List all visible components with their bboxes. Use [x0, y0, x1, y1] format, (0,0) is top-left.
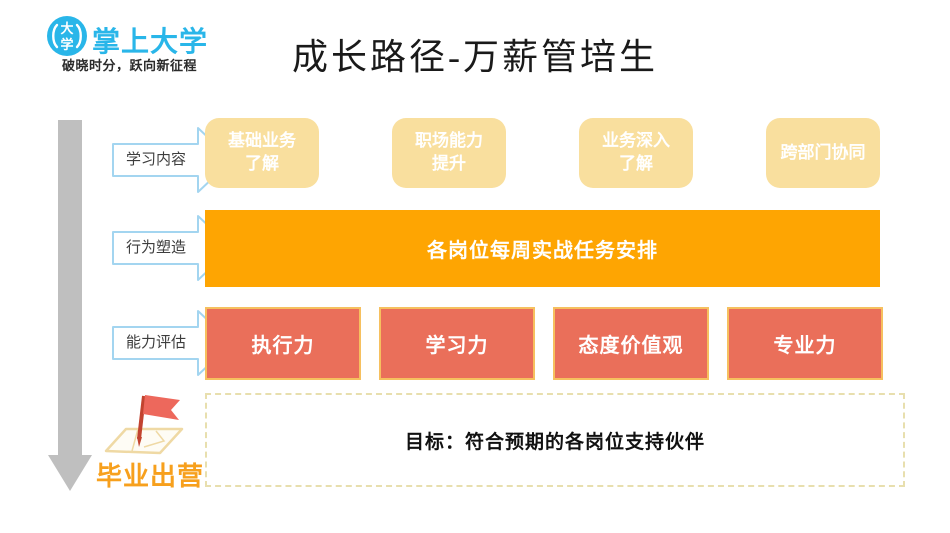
timeline-arrow-shaft	[58, 120, 82, 455]
ability-box: 态度价值观	[553, 307, 709, 380]
page-title: 成长路径-万薪管培生	[292, 37, 658, 77]
ability-box: 执行力	[205, 307, 361, 380]
goal-dashed-box: 目标：符合预期的各岗位支持伙伴	[205, 393, 905, 487]
step-label-text: 行为塑造	[125, 239, 186, 256]
step-label-ability: 能力评估	[112, 309, 234, 377]
step-label-text: 学习内容	[125, 151, 186, 168]
logo-tagline: 破晓时分，跃向新征程	[62, 58, 198, 73]
weekly-task-bar: 各岗位每周实战任务安排	[205, 210, 880, 287]
learning-stage-row: 基础业务 了解 职场能力 提升 业务深入 了解 跨部门协同	[205, 118, 880, 188]
stage-box: 业务深入 了解	[579, 118, 693, 188]
ability-row: 执行力 学习力 态度价值观 专业力	[205, 307, 883, 380]
stage-box: 职场能力 提升	[392, 118, 506, 188]
svg-text:大: 大	[60, 21, 73, 36]
goal-text: 目标：符合预期的各岗位支持伙伴	[404, 431, 705, 453]
svg-text:学: 学	[60, 37, 73, 52]
stage-box: 跨部门协同	[766, 118, 880, 188]
step-label-text: 能力评估	[125, 334, 186, 351]
timeline-arrow-head-icon	[48, 455, 92, 491]
university-badge-icon: 大 学	[47, 16, 87, 56]
milestone-label: 毕业出营	[95, 461, 204, 491]
ability-box: 学习力	[379, 307, 535, 380]
ability-box: 专业力	[727, 307, 883, 380]
flag-map-icon	[104, 395, 184, 455]
logo-name: 掌上大学	[92, 26, 209, 57]
stage-box: 基础业务 了解	[205, 118, 319, 188]
